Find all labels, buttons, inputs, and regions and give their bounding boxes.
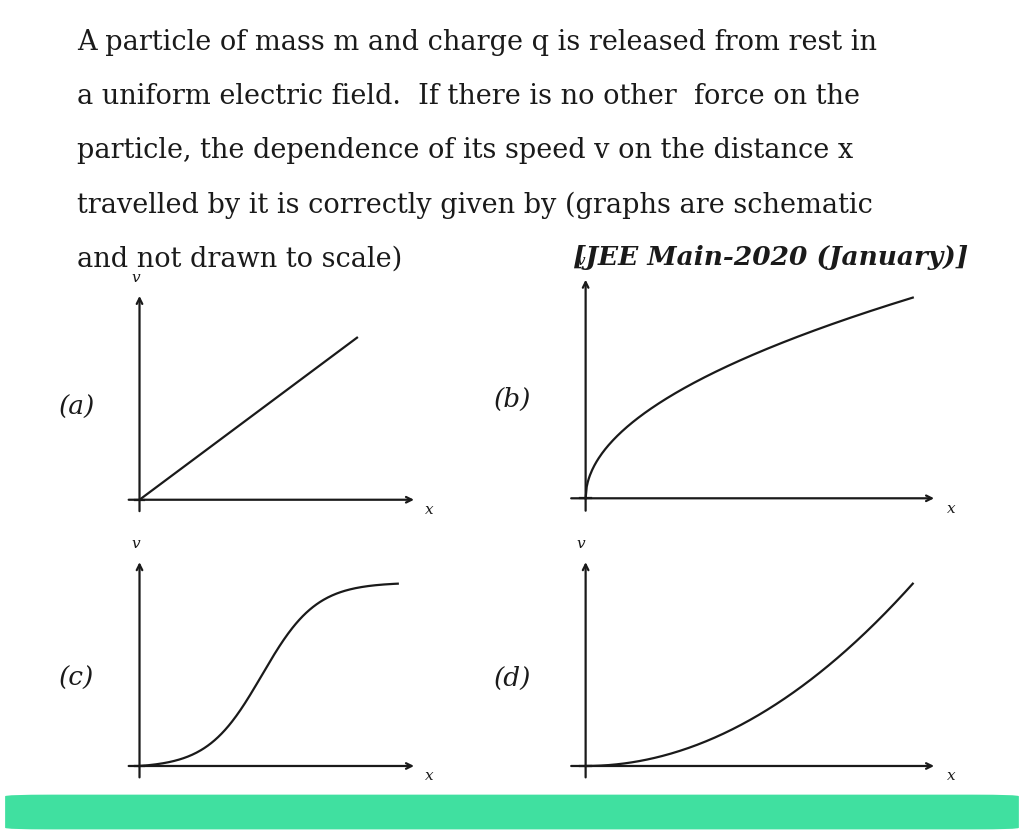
Text: x: x	[425, 769, 433, 783]
Text: (a): (a)	[58, 395, 95, 420]
Text: v: v	[577, 537, 585, 552]
FancyBboxPatch shape	[5, 795, 1019, 830]
Text: a uniform electric field.  If there is no other  force on the: a uniform electric field. If there is no…	[77, 83, 860, 110]
Text: x: x	[947, 769, 955, 783]
Text: A particle of mass m and charge q is released from rest in: A particle of mass m and charge q is rel…	[77, 29, 877, 56]
Text: and not drawn to scale): and not drawn to scale)	[77, 245, 402, 272]
Text: travelled by it is correctly given by (graphs are schematic: travelled by it is correctly given by (g…	[77, 191, 872, 219]
Text: (d): (d)	[494, 666, 530, 691]
Text: v: v	[577, 255, 585, 268]
Text: v: v	[131, 271, 139, 285]
Text: (b): (b)	[494, 387, 530, 412]
Text: x: x	[425, 503, 433, 517]
Text: (c): (c)	[59, 666, 94, 691]
Text: v: v	[131, 537, 139, 552]
Text: particle, the dependence of its speed v on the distance x: particle, the dependence of its speed v …	[77, 137, 853, 164]
Text: [JEE Main-2020 (January)]: [JEE Main-2020 (January)]	[573, 245, 969, 270]
Text: x: x	[947, 503, 955, 516]
